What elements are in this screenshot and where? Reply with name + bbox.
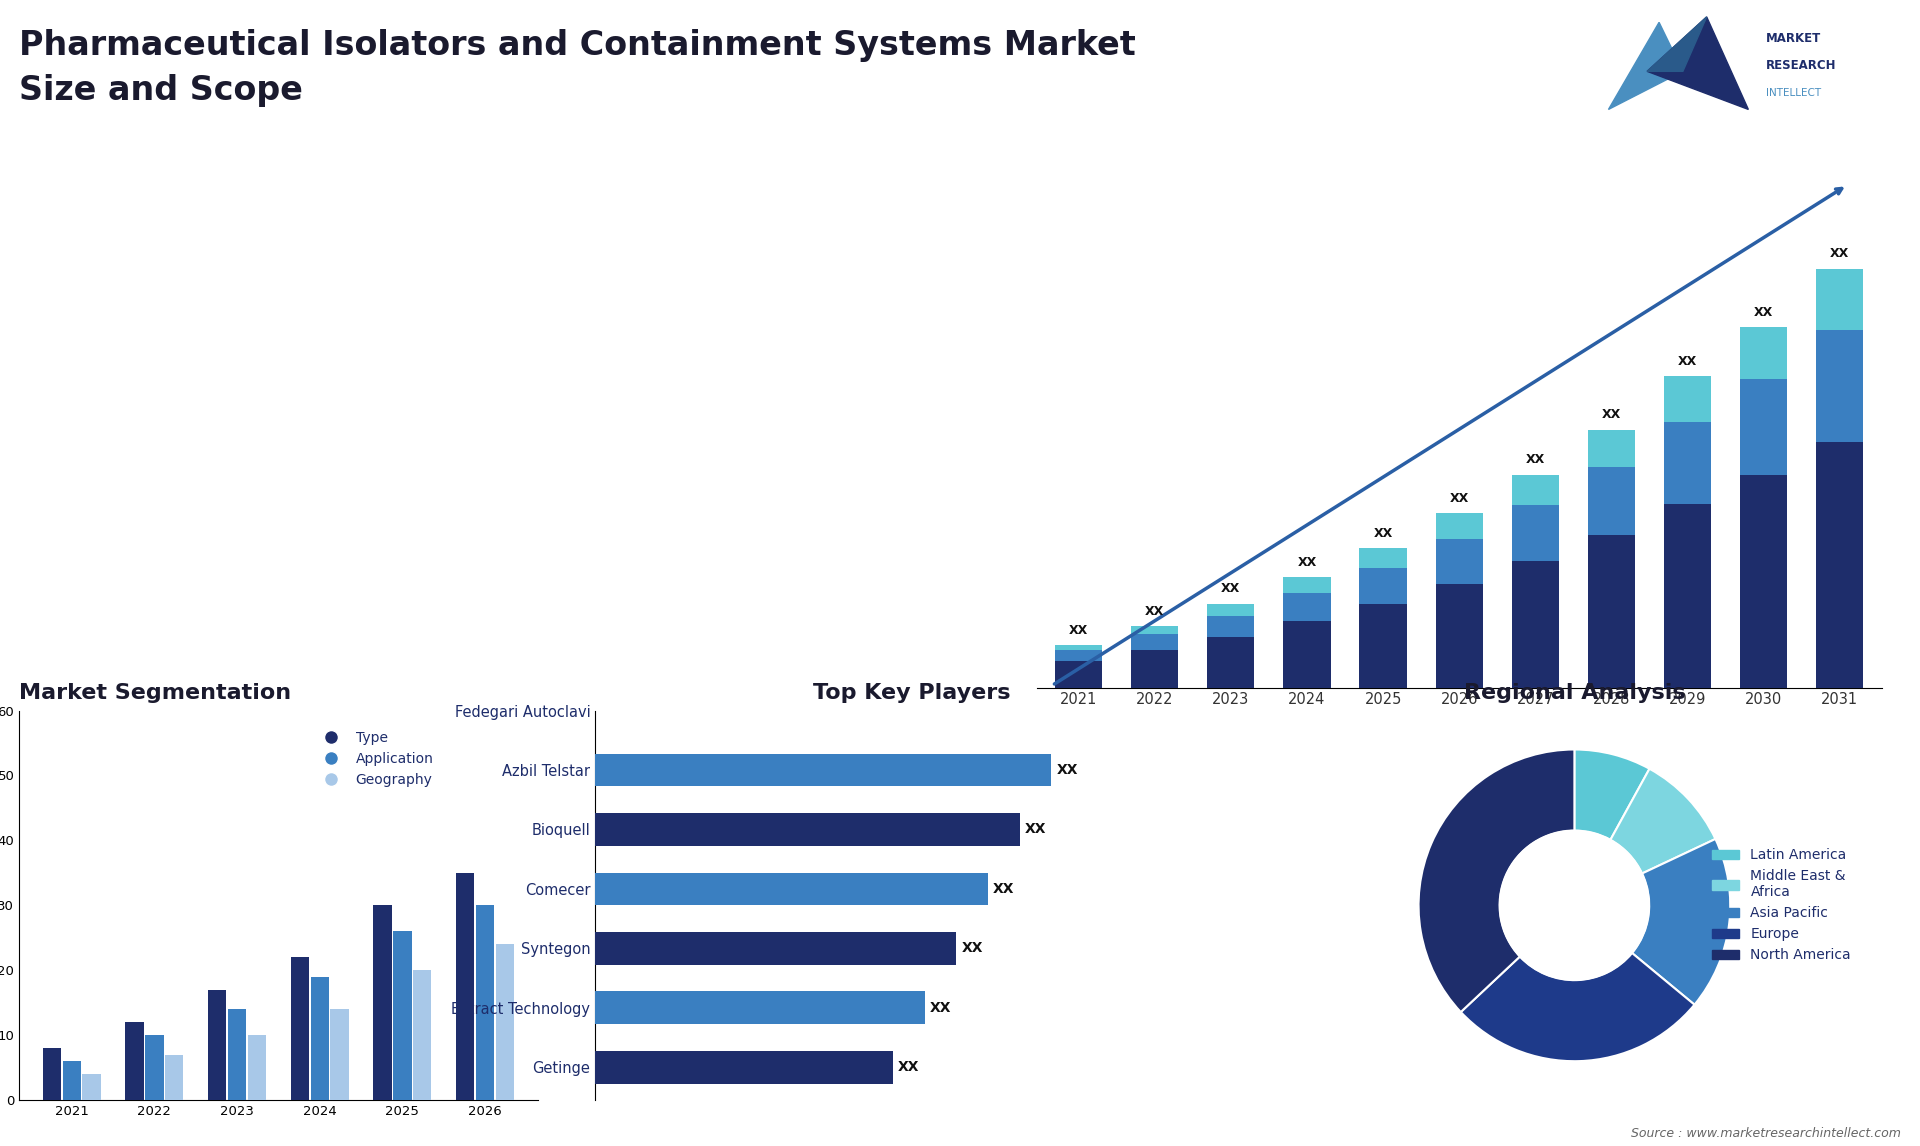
Bar (1511, 505, 1559, 562)
Legend: Latin America, Middle East &
Africa, Asia Pacific, Europe, North America: Latin America, Middle East & Africa, Asi… (1707, 842, 1857, 968)
Bar (1436, 513, 1482, 539)
Bar (595, 872, 989, 905)
Bar (146, 1035, 163, 1100)
Text: XX: XX (1221, 582, 1240, 596)
Text: Pharmaceutical Isolators and Containment Systems Market: Pharmaceutical Isolators and Containment… (19, 29, 1137, 62)
Bar (1588, 535, 1636, 688)
Text: XX: XX (899, 1060, 920, 1074)
Bar (1359, 568, 1407, 604)
Bar (1588, 430, 1636, 466)
Text: RESEARCH: RESEARCH (1766, 60, 1837, 72)
Bar (125, 1022, 144, 1100)
Bar (1283, 594, 1331, 621)
Text: XX: XX (1678, 355, 1697, 368)
Wedge shape (1461, 953, 1695, 1061)
Bar (1816, 441, 1862, 688)
Bar (1208, 615, 1254, 637)
Bar (207, 990, 227, 1100)
Bar (1665, 376, 1711, 422)
Bar (1665, 422, 1711, 504)
Text: Size and Scope: Size and Scope (19, 74, 303, 108)
Bar (290, 957, 309, 1100)
Text: Market Segmentation: Market Segmentation (19, 683, 292, 704)
Bar (595, 814, 1020, 846)
Bar (595, 1051, 893, 1084)
Wedge shape (1419, 749, 1574, 1012)
Bar (457, 873, 474, 1100)
Text: XX: XX (1601, 408, 1620, 422)
Bar (1511, 562, 1559, 688)
Bar (1283, 578, 1331, 594)
Text: XX: XX (1069, 623, 1089, 637)
Bar (1131, 635, 1179, 651)
Text: XX: XX (962, 941, 983, 956)
Polygon shape (1647, 17, 1749, 109)
Bar (42, 1049, 61, 1100)
Text: XX: XX (1755, 306, 1774, 319)
Bar (394, 932, 411, 1100)
Wedge shape (1632, 839, 1730, 1005)
Bar (1436, 583, 1482, 688)
Text: XX: XX (929, 1000, 950, 1015)
Text: XX: XX (1144, 605, 1164, 618)
Bar (595, 991, 925, 1025)
Bar (1283, 621, 1331, 688)
Polygon shape (1647, 17, 1707, 71)
Bar (595, 754, 1052, 786)
Bar (165, 1054, 184, 1100)
Circle shape (1500, 831, 1649, 980)
Wedge shape (1611, 769, 1715, 873)
Text: XX: XX (1373, 527, 1392, 540)
Bar (1208, 604, 1254, 615)
Wedge shape (1574, 749, 1649, 840)
Text: XX: XX (1056, 763, 1077, 777)
Text: MARKET: MARKET (1766, 32, 1822, 45)
Bar (1740, 328, 1788, 379)
Bar (83, 1074, 100, 1100)
Bar (1436, 539, 1482, 583)
Bar (228, 1010, 246, 1100)
Text: XX: XX (1450, 492, 1469, 505)
Bar (1359, 548, 1407, 568)
Bar (372, 905, 392, 1100)
Title: Top Key Players: Top Key Players (814, 683, 1010, 704)
Bar (1359, 604, 1407, 688)
Title: Regional Analysis: Regional Analysis (1463, 683, 1686, 704)
Bar (1056, 661, 1102, 688)
Bar (1816, 268, 1862, 330)
Bar (1740, 474, 1788, 688)
Bar (1208, 637, 1254, 688)
Bar (1511, 474, 1559, 505)
Bar (1816, 330, 1862, 441)
Text: INTELLECT: INTELLECT (1766, 88, 1822, 99)
Text: XX: XX (993, 882, 1014, 896)
Text: XX: XX (1830, 248, 1849, 260)
Text: XX: XX (1025, 823, 1046, 837)
Bar (1131, 627, 1179, 635)
Bar (330, 1010, 349, 1100)
Bar (413, 971, 432, 1100)
Bar (1665, 504, 1711, 688)
Bar (311, 976, 328, 1100)
Bar (1056, 645, 1102, 651)
Bar (476, 905, 493, 1100)
Text: XX: XX (1298, 556, 1317, 568)
Text: Source : www.marketresearchintellect.com: Source : www.marketresearchintellect.com (1630, 1128, 1901, 1140)
Bar (495, 944, 515, 1100)
Bar (248, 1035, 267, 1100)
Polygon shape (1609, 22, 1682, 109)
Bar (1740, 379, 1788, 474)
Legend: Type, Application, Geography: Type, Application, Geography (311, 725, 440, 792)
Bar (63, 1061, 81, 1100)
Bar (1056, 651, 1102, 661)
Bar (595, 932, 956, 965)
Bar (1131, 651, 1179, 688)
Text: XX: XX (1526, 454, 1546, 466)
Bar (1588, 466, 1636, 535)
